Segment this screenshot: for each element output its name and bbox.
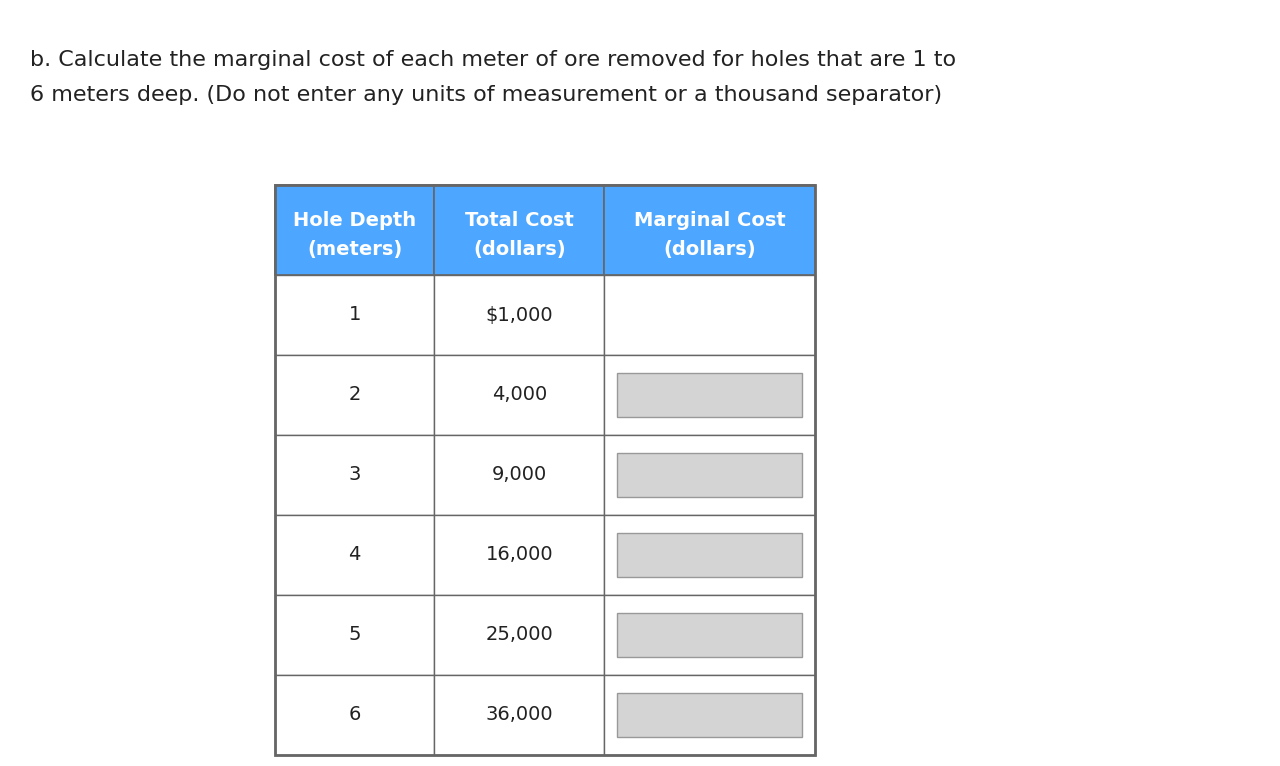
Bar [434, 595, 604, 675]
Text: 6: 6 [348, 705, 361, 725]
Text: Total Cost: Total Cost [465, 211, 573, 230]
Text: (dollars): (dollars) [663, 241, 756, 260]
Bar [617, 613, 803, 657]
Text: Marginal Cost: Marginal Cost [634, 211, 786, 230]
Bar [434, 185, 604, 275]
Bar [275, 515, 434, 595]
Text: 6 meters deep. (Do not enter any units of measurement or a thousand separator): 6 meters deep. (Do not enter any units o… [29, 85, 942, 105]
Text: 4,000: 4,000 [492, 385, 547, 404]
Text: b. Calculate the marginal cost of each meter of ore removed for holes that are 1: b. Calculate the marginal cost of each m… [29, 50, 956, 70]
Text: Hole Depth: Hole Depth [293, 211, 416, 230]
Bar [617, 692, 803, 738]
Text: 36,000: 36,000 [485, 705, 553, 725]
Bar [617, 372, 803, 417]
Text: 1: 1 [348, 306, 361, 325]
Text: 5: 5 [348, 626, 361, 644]
Bar [275, 275, 434, 355]
Bar [434, 675, 604, 755]
Bar [434, 275, 604, 355]
Bar [275, 675, 434, 755]
Bar [275, 595, 434, 675]
Bar [617, 453, 803, 497]
Text: 16,000: 16,000 [485, 545, 553, 565]
Text: $1,000: $1,000 [485, 306, 553, 325]
Bar [604, 515, 815, 595]
Bar [275, 185, 434, 275]
Bar [604, 435, 815, 515]
Bar [434, 355, 604, 435]
Text: 3: 3 [348, 466, 361, 485]
Text: 25,000: 25,000 [485, 626, 553, 644]
Bar [617, 532, 803, 578]
Text: 4: 4 [348, 545, 361, 565]
Bar [604, 275, 815, 355]
Text: 2: 2 [348, 385, 361, 404]
Text: (dollars): (dollars) [474, 241, 566, 260]
Bar [434, 515, 604, 595]
Text: 9,000: 9,000 [492, 466, 547, 485]
Bar [434, 435, 604, 515]
Bar [604, 595, 815, 675]
Bar [604, 675, 815, 755]
Bar [275, 185, 815, 755]
Bar [275, 435, 434, 515]
Bar [604, 185, 815, 275]
Bar [275, 355, 434, 435]
Bar [604, 355, 815, 435]
Text: (meters): (meters) [307, 241, 402, 260]
